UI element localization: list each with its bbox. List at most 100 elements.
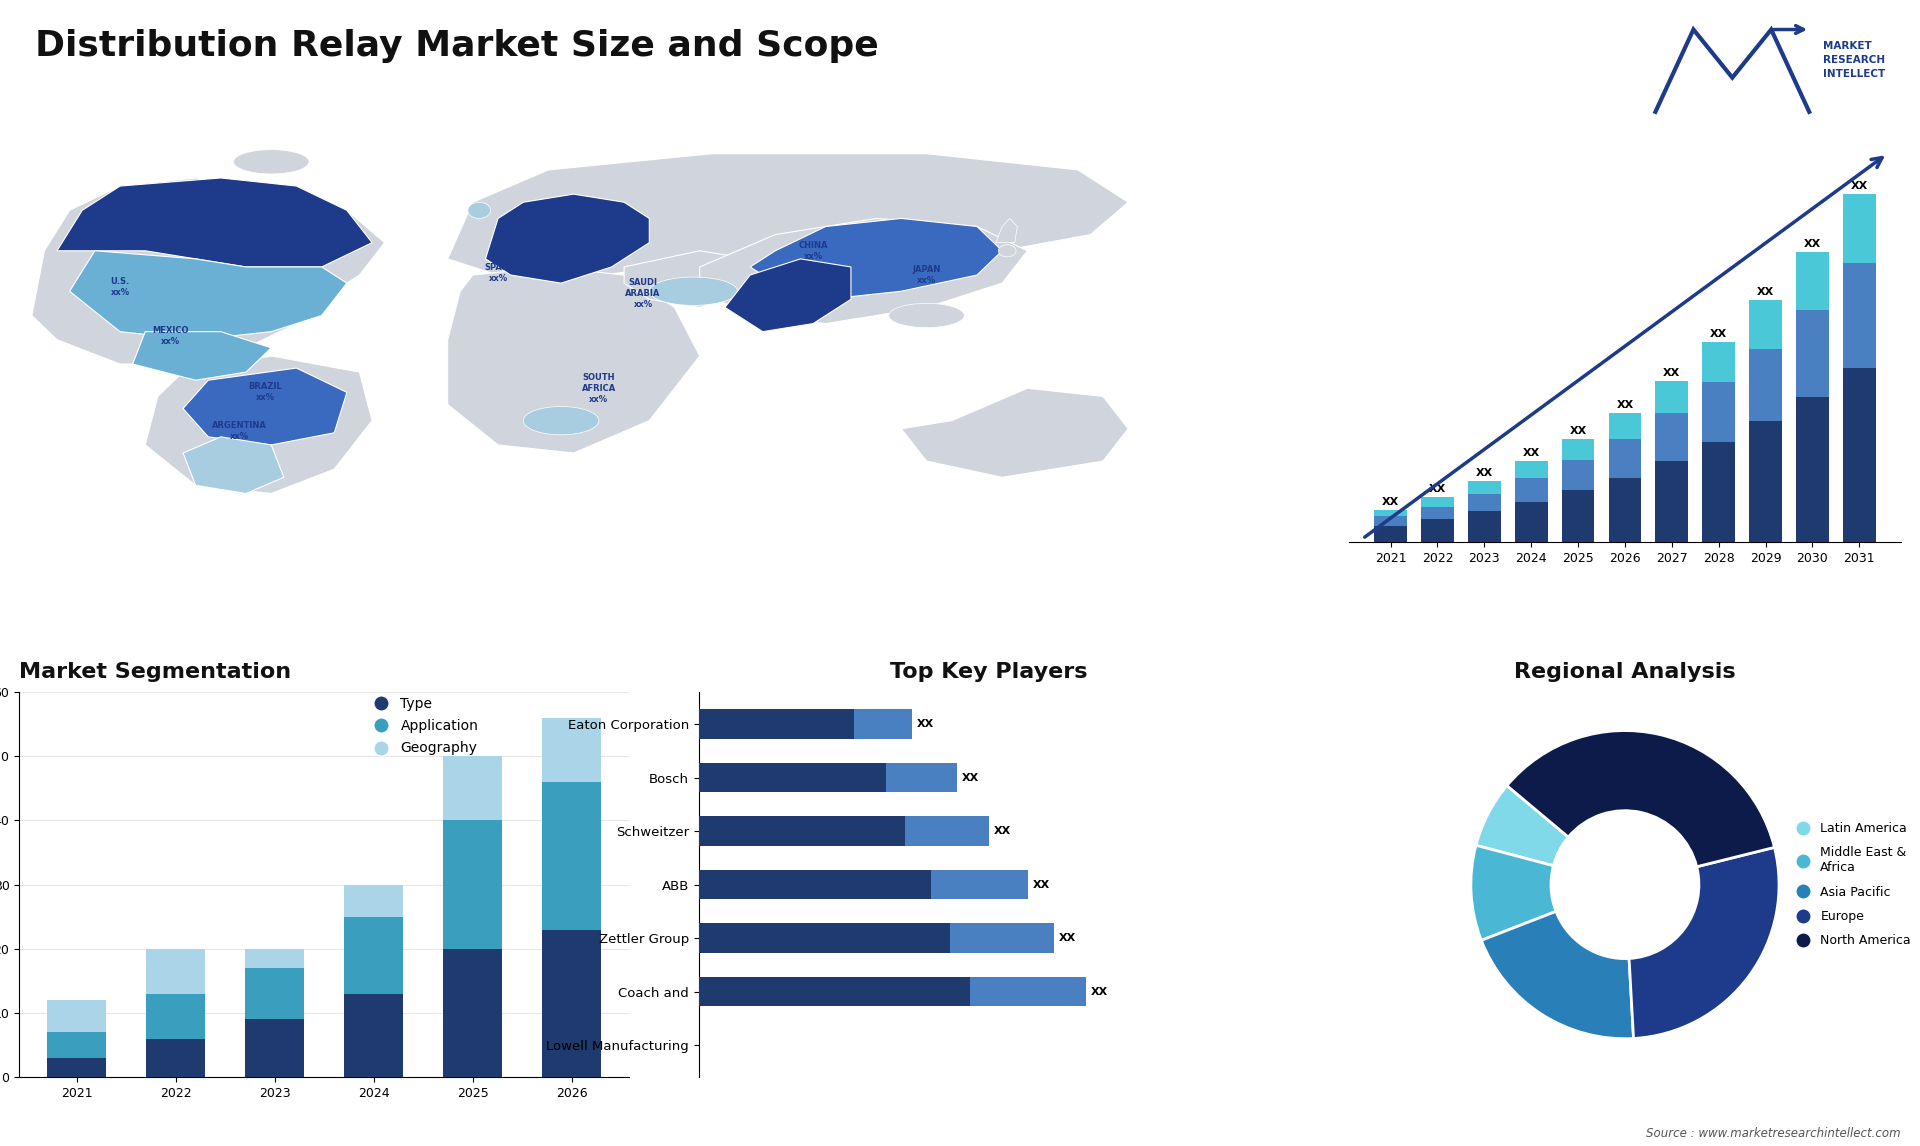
Bar — [1375, 516, 1407, 526]
Text: GERMANY
xx%: GERMANY xx% — [557, 212, 603, 233]
Ellipse shape — [524, 407, 599, 434]
Bar — [931, 870, 1027, 900]
Text: XX: XX — [1382, 496, 1400, 507]
Text: CANADA
xx%: CANADA xx% — [163, 225, 204, 244]
Bar — [699, 924, 950, 952]
Wedge shape — [1628, 847, 1780, 1038]
Text: XX: XX — [1617, 400, 1634, 410]
Polygon shape — [486, 194, 649, 283]
Bar — [1561, 439, 1594, 460]
Text: Distribution Relay Market Size and Scope: Distribution Relay Market Size and Scope — [35, 29, 877, 63]
Bar — [1655, 413, 1688, 462]
Polygon shape — [447, 267, 699, 453]
Ellipse shape — [649, 277, 737, 305]
Bar — [246, 949, 303, 968]
Legend: Type, Application, Geography: Type, Application, Geography — [361, 691, 484, 761]
Bar — [146, 1038, 205, 1077]
Wedge shape — [1476, 786, 1569, 865]
Text: INDIA
xx%: INDIA xx% — [774, 285, 801, 305]
Text: U.K.
xx%: U.K. xx% — [501, 219, 520, 238]
Bar — [541, 929, 601, 1077]
Polygon shape — [447, 154, 1129, 283]
Bar — [1655, 462, 1688, 542]
Text: XX: XX — [1428, 484, 1446, 494]
Title: Regional Analysis: Regional Analysis — [1515, 662, 1736, 682]
Bar — [146, 994, 205, 1038]
Bar — [1609, 413, 1642, 439]
Bar — [541, 717, 601, 782]
Text: XX: XX — [1058, 933, 1075, 943]
Bar — [1375, 526, 1407, 542]
Bar — [146, 949, 205, 994]
Bar — [699, 816, 904, 846]
Bar — [344, 885, 403, 917]
Bar — [854, 709, 912, 739]
Text: XX: XX — [1803, 238, 1820, 249]
Bar — [1421, 497, 1453, 507]
Text: XX: XX — [1711, 329, 1728, 339]
Bar — [1795, 397, 1830, 542]
Text: JAPAN
xx%: JAPAN xx% — [912, 265, 941, 285]
Legend: Latin America, Middle East &
Africa, Asia Pacific, Europe, North America: Latin America, Middle East & Africa, Asi… — [1786, 817, 1916, 952]
Text: XX: XX — [1851, 181, 1868, 190]
Polygon shape — [182, 368, 348, 445]
Bar — [1561, 490, 1594, 542]
Wedge shape — [1507, 730, 1774, 866]
Polygon shape — [58, 178, 372, 267]
Polygon shape — [751, 219, 1002, 299]
Text: XX: XX — [1033, 880, 1050, 889]
Text: XX: XX — [1663, 368, 1680, 378]
Bar — [1421, 507, 1453, 519]
Text: XX: XX — [1757, 286, 1774, 297]
Bar — [1609, 478, 1642, 542]
Bar — [1795, 309, 1830, 397]
Polygon shape — [182, 437, 284, 494]
Text: Source : www.marketresearchintellect.com: Source : www.marketresearchintellect.com — [1645, 1128, 1901, 1140]
Bar — [444, 949, 503, 1077]
Polygon shape — [146, 356, 372, 494]
Bar — [1609, 439, 1642, 478]
Bar — [46, 1000, 106, 1033]
Bar — [444, 756, 503, 821]
Bar — [1703, 383, 1736, 442]
Ellipse shape — [889, 304, 964, 328]
Text: XX: XX — [962, 772, 979, 783]
Polygon shape — [69, 251, 348, 339]
Polygon shape — [33, 178, 384, 364]
Bar — [1469, 494, 1501, 511]
Bar — [950, 924, 1054, 952]
Bar — [699, 976, 970, 1006]
Bar — [344, 994, 403, 1077]
Text: MARKET
RESEARCH
INTELLECT: MARKET RESEARCH INTELLECT — [1824, 40, 1885, 79]
Bar — [970, 976, 1087, 1006]
Bar — [246, 968, 303, 1020]
Bar — [541, 782, 601, 929]
Text: SPAIN
xx%: SPAIN xx% — [484, 262, 513, 283]
Text: SAUDI
ARABIA
xx%: SAUDI ARABIA xx% — [626, 277, 660, 308]
Bar — [1515, 502, 1548, 542]
Bar — [904, 816, 989, 846]
Bar — [1375, 510, 1407, 516]
Text: SOUTH
AFRICA
xx%: SOUTH AFRICA xx% — [582, 372, 616, 403]
Bar — [1561, 460, 1594, 490]
Bar — [1843, 264, 1876, 368]
Bar — [1749, 348, 1782, 421]
Text: XX: XX — [916, 720, 933, 729]
Polygon shape — [900, 388, 1129, 477]
Ellipse shape — [468, 202, 490, 219]
Bar — [699, 709, 854, 739]
Polygon shape — [132, 331, 271, 380]
Bar — [699, 870, 931, 900]
Wedge shape — [1471, 846, 1555, 941]
Title: Top Key Players: Top Key Players — [891, 662, 1089, 682]
Bar — [1515, 478, 1548, 502]
Bar — [46, 1033, 106, 1058]
Text: Market Segmentation: Market Segmentation — [19, 662, 292, 682]
Text: ITALY
xx%: ITALY xx% — [561, 245, 586, 265]
Text: XX: XX — [1569, 425, 1586, 435]
Bar — [46, 1058, 106, 1077]
Bar — [444, 821, 503, 949]
Polygon shape — [996, 219, 1018, 243]
Ellipse shape — [998, 245, 1016, 257]
Text: XX: XX — [1091, 987, 1108, 997]
